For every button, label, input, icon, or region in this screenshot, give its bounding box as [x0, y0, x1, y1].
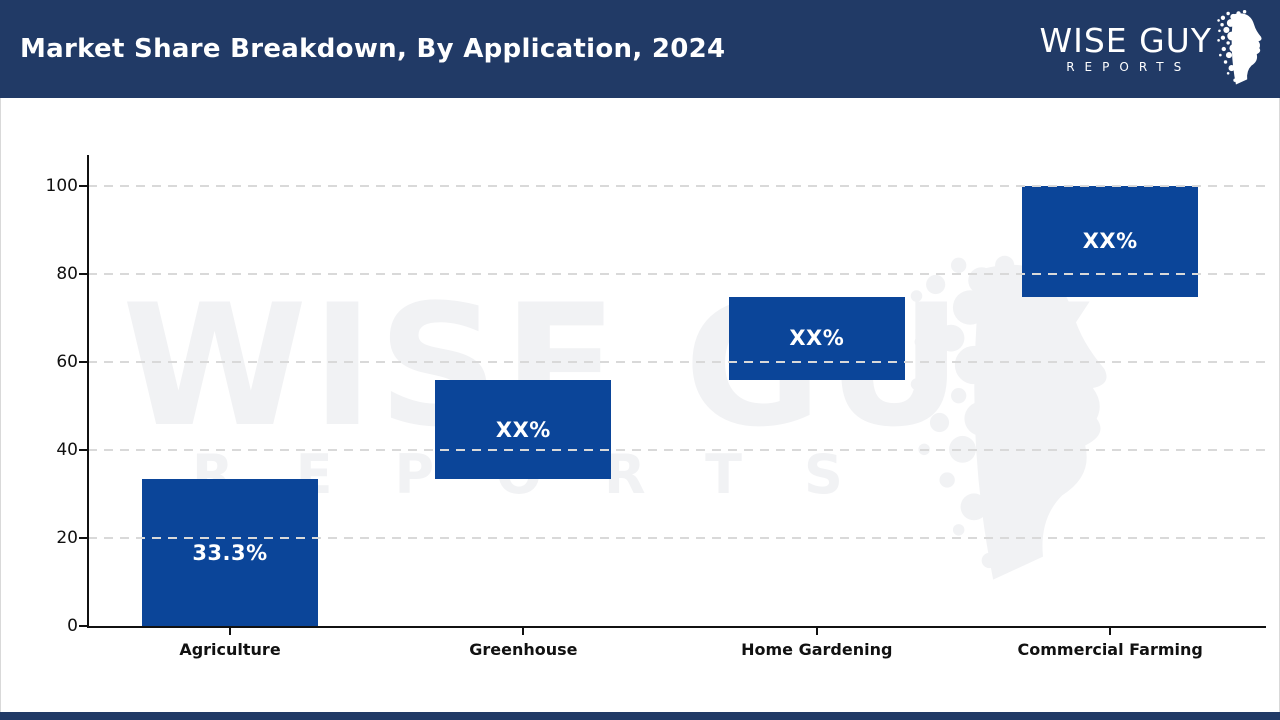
y-axis-tick [79, 273, 88, 275]
brand-logo-text: WISE GUY REPORTS [1039, 20, 1212, 75]
footer-bar [0, 712, 1280, 720]
x-axis-tick [522, 628, 525, 635]
y-axis-tick-label: 40 [56, 440, 78, 460]
gridline-20 [88, 537, 1266, 539]
gridline-80 [88, 273, 1266, 275]
x-axis-line [87, 626, 1266, 628]
brand-logo: WISE GUY REPORTS [1039, 8, 1268, 90]
gridline-60 [88, 361, 1266, 363]
x-axis-category-label: Greenhouse [469, 640, 578, 659]
bar-home-gardening: XX% [728, 296, 905, 381]
x-axis-category-label: Agriculture [179, 640, 281, 659]
x-axis-tick [815, 628, 818, 635]
y-axis-tick-label: 0 [67, 616, 78, 636]
y-axis-tick-label: 80 [56, 264, 78, 284]
bar-greenhouse: XX% [435, 380, 612, 480]
x-axis-category-label: Home Gardening [741, 640, 893, 659]
brand-subtitle: REPORTS [1066, 60, 1192, 75]
bar-value-label: XX% [495, 417, 551, 442]
bar-value-label: 33.3% [192, 540, 268, 565]
gridline-100 [88, 185, 1266, 187]
x-axis-tick [1109, 628, 1112, 635]
bar-commercial-farming: XX% [1022, 186, 1199, 297]
bar-value-label: XX% [789, 326, 845, 351]
figure-border-left [0, 98, 1, 712]
bar-value-label: XX% [1082, 229, 1138, 254]
watermark-face-icon [910, 250, 1107, 580]
brand-face-icon [1217, 10, 1262, 85]
y-axis-tick [79, 537, 88, 539]
y-axis-tick-label: 60 [56, 352, 78, 372]
y-axis-tick [79, 449, 88, 451]
header-bar: Market Share Breakdown, By Application, … [0, 0, 1280, 98]
y-axis-tick [79, 185, 88, 187]
y-axis-line [87, 155, 89, 628]
page-title: Market Share Breakdown, By Application, … [20, 34, 726, 64]
y-axis-tick-label: 100 [45, 176, 78, 196]
gridline-40 [88, 449, 1266, 451]
y-axis-tick [79, 361, 88, 363]
brand-name: WISE GUY [1039, 20, 1212, 60]
x-axis-category-label: Commercial Farming [1017, 640, 1203, 659]
x-axis-tick [229, 628, 231, 635]
bar-agriculture: 33.3% [142, 479, 318, 626]
y-axis-tick-label: 20 [56, 528, 78, 548]
y-axis-tick [79, 625, 88, 627]
